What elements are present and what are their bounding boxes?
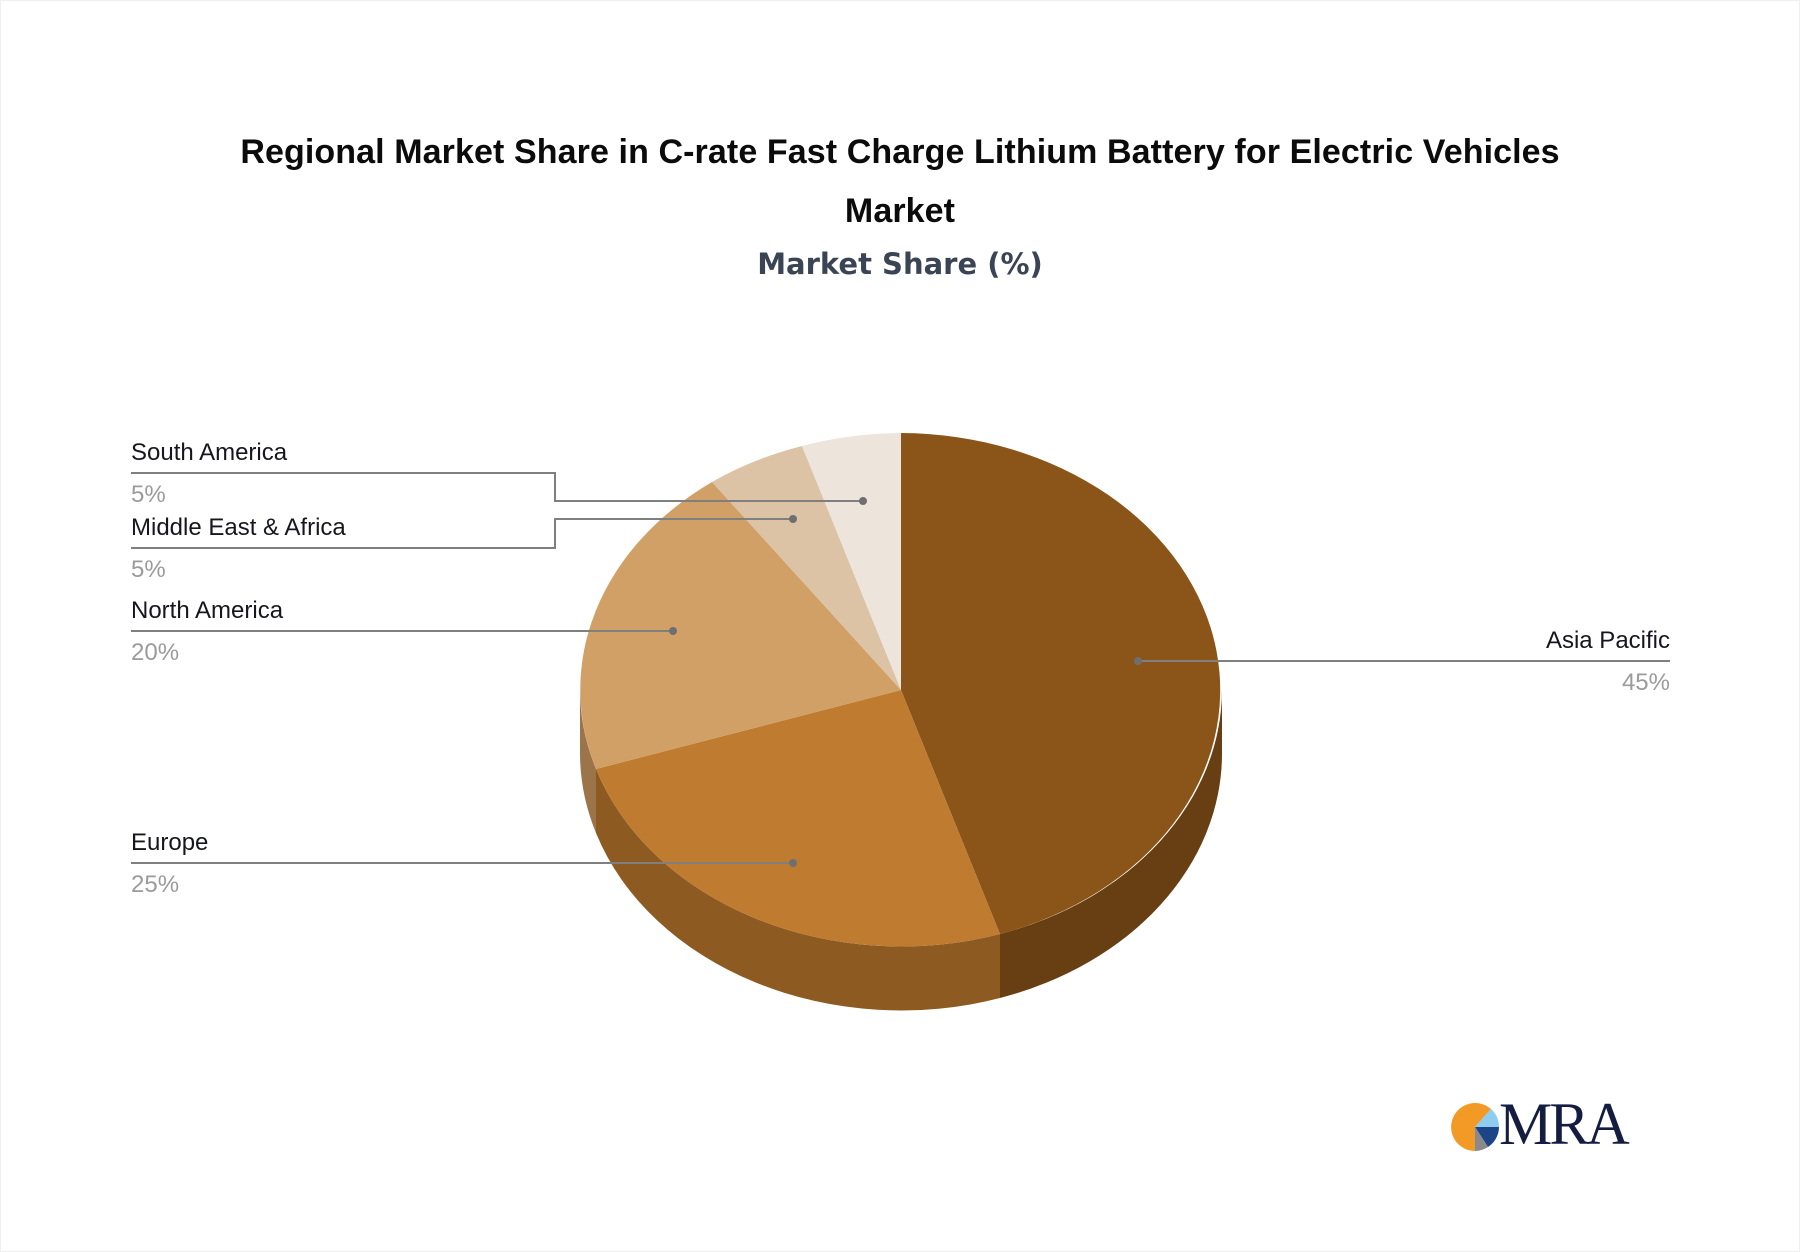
leader-dot-south-america: [859, 497, 867, 505]
slice-europe[interactable]: [596, 690, 1000, 947]
leader-dot-asia-pacific: [1134, 657, 1142, 665]
chart-title-line2: Market: [844, 192, 956, 230]
value-south-america: 5%: [131, 481, 166, 508]
slice-asia-pacific[interactable]: [901, 433, 1221, 934]
value-asia-pacific: 45%: [1622, 669, 1670, 696]
slice-side-asia-pacific: [1000, 690, 1222, 998]
leader-dot-europe: [789, 859, 797, 867]
leader-dot-north-america: [669, 627, 677, 635]
slice-north-america[interactable]: [580, 482, 901, 769]
label-middle-east-africa: Middle East & Africa: [131, 514, 346, 541]
chart-title-line1: Regional Market Share in C-rate Fast Cha…: [240, 133, 1560, 171]
label-south-america: South America: [131, 439, 288, 466]
label-north-america: North America: [131, 597, 284, 624]
chart-subtitle: Market Share (%): [757, 247, 1043, 281]
slice-side-north-america: [580, 690, 596, 833]
label-asia-pacific: Asia Pacific: [1546, 627, 1670, 654]
logo-pie-icon: [1451, 1103, 1500, 1151]
value-north-america: 20%: [131, 639, 179, 666]
slice-side-europe: [596, 769, 1000, 1011]
leader-line-south-america: [131, 472, 863, 502]
logo-text: MRA: [1499, 1091, 1630, 1157]
slice-south-america[interactable]: [802, 433, 901, 690]
value-middle-east-africa: 5%: [131, 556, 166, 583]
label-europe: Europe: [131, 829, 208, 856]
mra-logo: MRA: [1450, 1094, 1640, 1156]
slice-middle-east-africa[interactable]: [712, 446, 901, 690]
leader-line-middle-east-africa: [131, 518, 793, 549]
value-europe: 25%: [131, 871, 179, 898]
leader-dot-middle-east-africa: [789, 515, 797, 523]
